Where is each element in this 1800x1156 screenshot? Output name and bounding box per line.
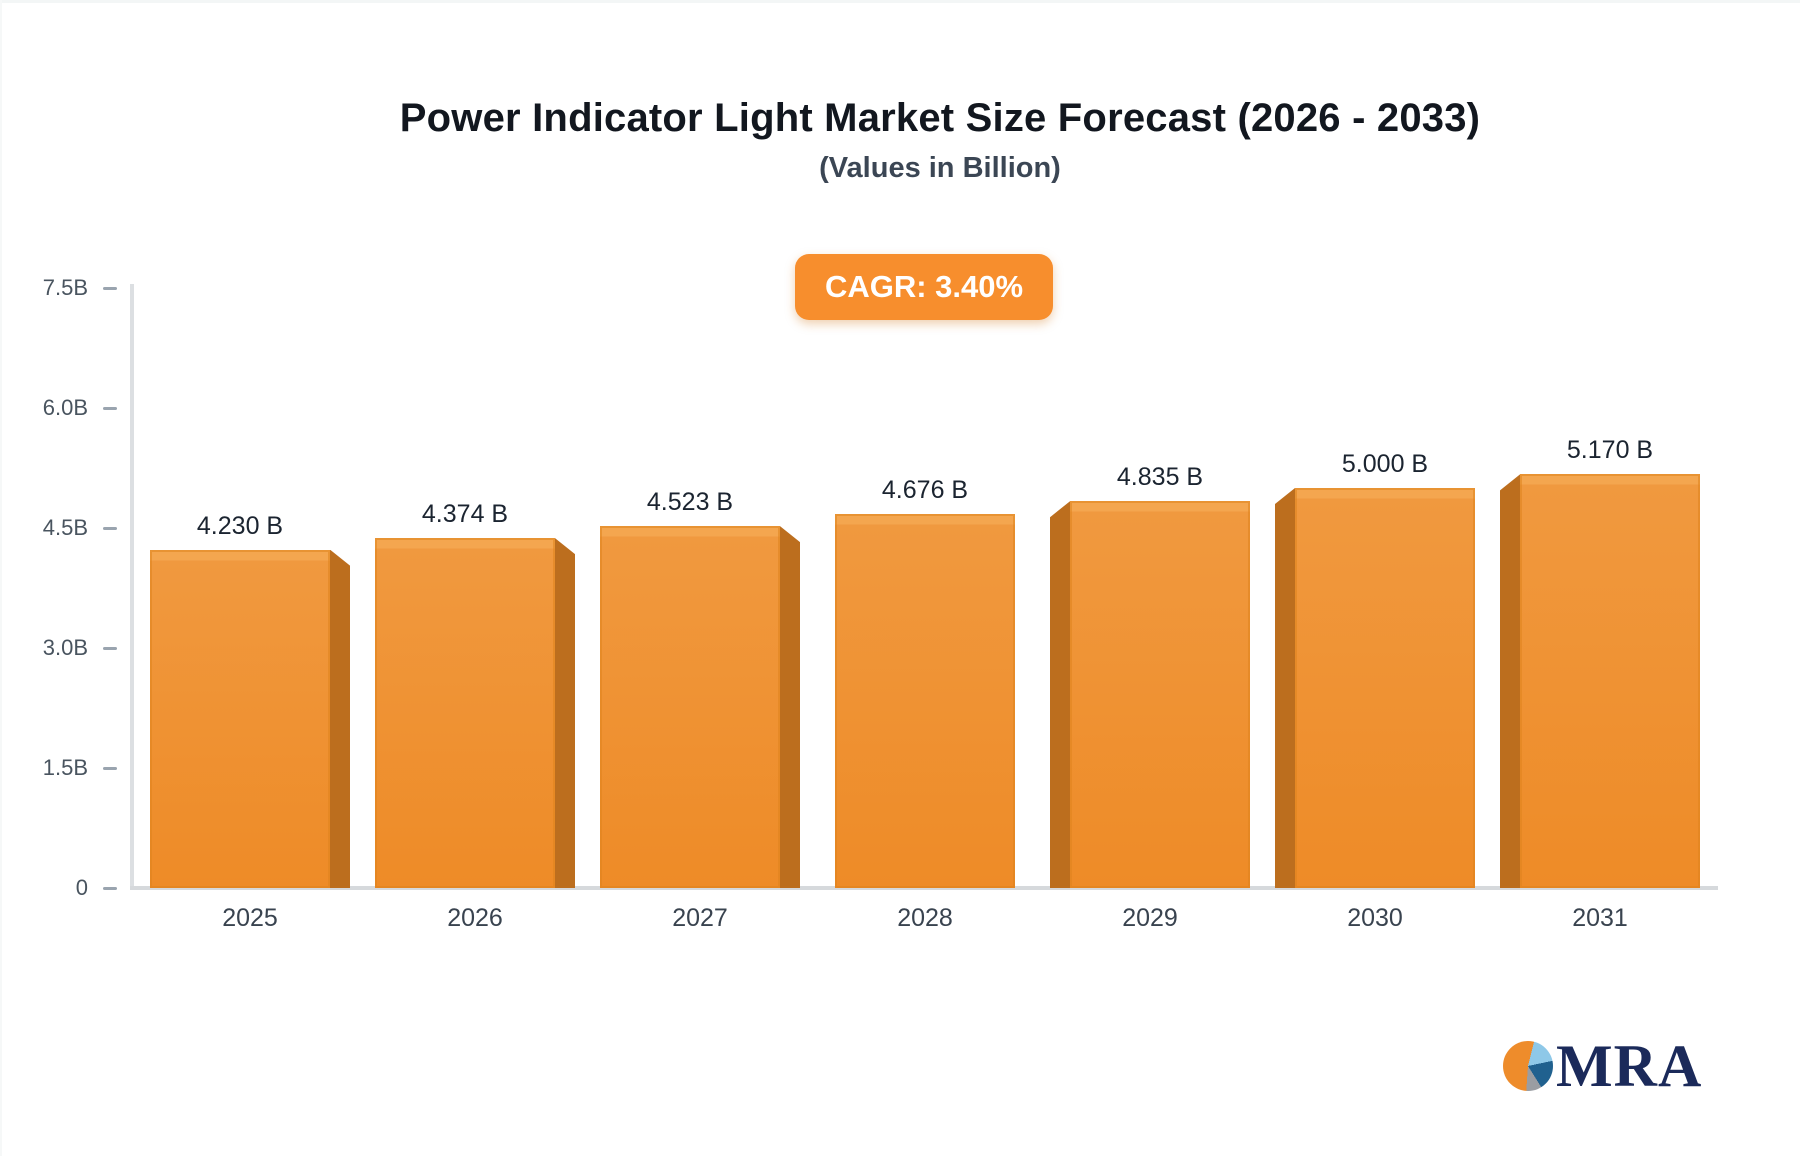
bar-side-face [1275,488,1295,888]
bar-2026 [375,538,575,888]
y-axis-tick-label: 7.5B [42,275,88,300]
bar-2030 [1275,488,1475,888]
y-axis-tick-label: 0 [75,875,88,900]
chart-title: Power Indicator Light Market Size Foreca… [399,96,1481,140]
x-axis-label: 2025 [222,904,278,932]
bar-front-face [150,549,330,888]
bar-front-face [1295,488,1475,888]
bar-side-face [1050,501,1070,888]
bar-front-face [375,538,555,888]
bar-2029 [1050,501,1250,888]
y-axis-tick-label: 4.5B [42,515,88,540]
bar-2027 [600,526,800,888]
bar-side-face [780,526,800,888]
pie-chart-logo-icon [1503,1041,1553,1091]
bar-value-label: 4.374 B [421,500,509,529]
bar-front-face [1070,501,1250,888]
y-axis-tick-mark [103,286,117,290]
bar-side-face [330,549,350,888]
bar-side-face [1500,474,1520,888]
x-axis-label: 2031 [1572,904,1628,932]
cagr-badge-row: CAGR: 3.40% [132,254,1716,320]
x-axis-label: 2029 [1122,904,1178,932]
bar-value-label: 4.835 B [1116,463,1204,492]
bar-value-label: 4.676 B [881,475,969,504]
bar-2031 [1500,474,1700,888]
y-axis-tick-mark [103,526,117,530]
bar-front-face [1520,474,1700,888]
y-axis-tick-label: 3.0B [42,635,88,660]
cagr-badge: CAGR: 3.40% [794,254,1054,320]
y-axis-tick-label: 6.0B [42,395,88,420]
bar-front-face [600,526,780,888]
x-axis-line [130,886,1718,890]
page-top-edge [0,0,1800,3]
x-axis-label: 2028 [897,904,953,932]
mra-logo: MRA [1503,1033,1703,1099]
bar-value-label: 5.000 B [1341,450,1429,478]
y-axis-tick-mark [103,766,117,770]
y-axis-tick-mark [103,406,117,410]
bar-value-label: 5.170 B [1566,436,1654,465]
page-left-edge [0,0,2,1156]
bar-2028 [825,513,1025,888]
bar-front-face [835,513,1015,888]
bar-value-label: 4.523 B [646,488,734,517]
x-axis-label: 2030 [1347,904,1403,932]
y-axis-tick-label: 1.5B [42,755,88,780]
bar-value-label: 4.230 B [196,511,284,540]
chart-subtitle: (Values in Billion) [819,152,1061,184]
bar-2025 [150,549,350,888]
y-axis-line [130,284,134,890]
y-axis-tick-mark [103,886,117,890]
x-axis-label: 2027 [672,904,728,932]
x-axis-label: 2026 [447,904,503,932]
logo-text: MRA [1556,1033,1703,1099]
bar-side-face [555,538,575,888]
y-axis-tick-mark [103,646,117,650]
